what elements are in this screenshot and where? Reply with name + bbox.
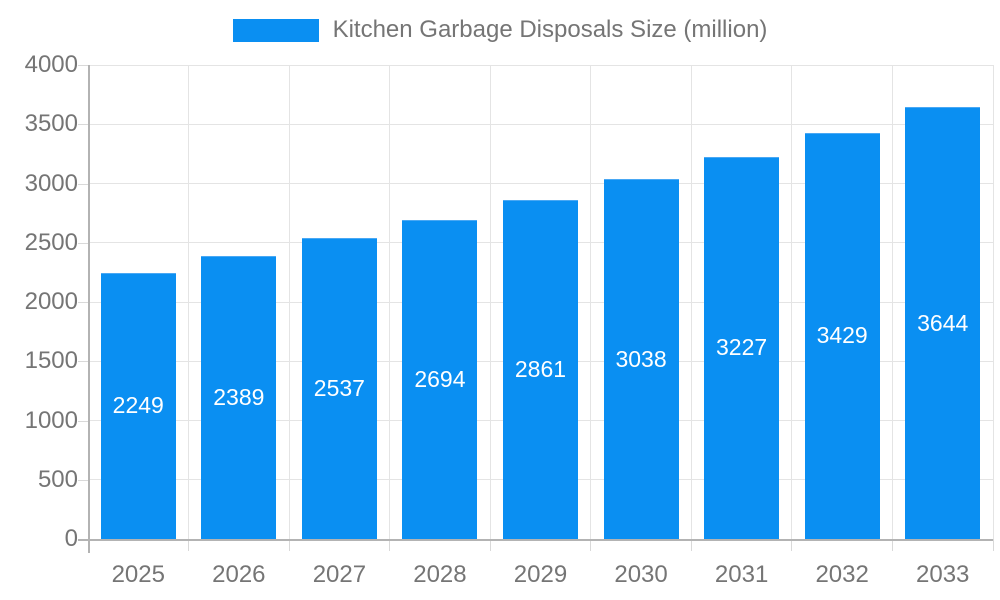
y-axis-tick-label: 1500 [24, 347, 78, 375]
x-gridline [590, 65, 592, 539]
x-axis-tick [891, 539, 893, 551]
y-axis-tick [78, 124, 88, 126]
x-gridline [288, 65, 290, 539]
x-gridline [188, 65, 190, 539]
x-axis-tick-label: 2030 [614, 561, 668, 588]
x-gridline [791, 65, 793, 539]
y-axis-tick-label: 2500 [24, 228, 78, 256]
bar-value-label: 3429 [816, 322, 868, 349]
legend-label: Kitchen Garbage Disposals Size (million) [332, 16, 768, 43]
y-axis-tick [78, 361, 88, 363]
bar-2028[interactable]: 2694 [402, 219, 478, 539]
y-axis-tick-label: 4000 [24, 51, 78, 78]
bar-2030[interactable]: 3038 [603, 179, 679, 539]
y-axis-tick-label: 3000 [24, 169, 78, 197]
x-axis-tick [690, 539, 692, 551]
y-gridline [88, 183, 993, 184]
y-axis-tick [78, 479, 88, 481]
y-axis-tick [78, 302, 88, 303]
y-axis-tick [78, 242, 88, 244]
bar-2031[interactable]: 3227 [704, 156, 780, 539]
x-axis-tick [992, 539, 994, 551]
y-axis-tick-label: 2000 [24, 288, 78, 315]
x-axis-line [78, 538, 993, 541]
bar-2029[interactable]: 2861 [503, 199, 578, 539]
bar-2025[interactable]: 2249 [100, 272, 176, 539]
x-axis-tick-label: 2025 [111, 561, 165, 588]
bar-value-label: 3644 [917, 309, 969, 336]
bar-value-label: 2249 [112, 392, 164, 419]
bar-value-label: 2694 [414, 365, 466, 392]
y-axis-line [87, 65, 90, 553]
y-axis-tick [78, 65, 88, 66]
y-axis-tick-label: 500 [37, 465, 78, 493]
legend[interactable]: Kitchen Garbage Disposals Size (million) [0, 18, 1000, 42]
y-axis-tick-label: 3500 [24, 110, 78, 138]
x-gridline [489, 65, 491, 539]
plot-area: 2249 2389 2537 2694 2861 3038 3227 3429 3644 [88, 64, 994, 539]
bar-value-label: 2537 [313, 375, 365, 402]
y-axis-tick-label: 1000 [24, 406, 78, 434]
bar-value-label: 3227 [716, 334, 768, 361]
y-gridline [88, 64, 993, 66]
bar-value-label: 3038 [615, 345, 667, 372]
legend-swatch [232, 18, 319, 42]
bar-2026[interactable]: 2389 [201, 255, 277, 539]
y-axis-tick-label: 0 [64, 525, 78, 552]
x-gridline [389, 65, 391, 539]
x-axis-tick-label: 2032 [815, 561, 869, 588]
y-axis-tick [78, 420, 88, 422]
x-axis-tick [791, 539, 793, 551]
x-axis-tick-label: 2033 [916, 561, 970, 588]
bar-2032[interactable]: 3429 [804, 132, 880, 539]
x-axis-tick [389, 539, 391, 551]
x-axis-tick-label: 2026 [212, 561, 266, 588]
x-axis-tick-label: 2027 [312, 561, 367, 588]
bar-2033[interactable]: 3644 [905, 107, 981, 539]
x-gridline [992, 65, 994, 539]
x-gridline [690, 65, 692, 539]
x-axis-tick [188, 539, 190, 551]
x-axis-tick-label: 2031 [714, 561, 769, 588]
y-axis-tick [78, 183, 88, 185]
bar-value-label: 2389 [213, 383, 265, 410]
y-gridline [88, 123, 993, 125]
x-axis-tick [288, 539, 290, 551]
bar-2027[interactable]: 2537 [301, 238, 377, 539]
x-axis-tick-label: 2028 [413, 561, 467, 588]
x-axis-tick [590, 539, 592, 551]
x-axis-tick [489, 539, 491, 551]
bar-value-label: 2861 [514, 355, 567, 382]
x-axis-tick-label: 2029 [513, 561, 568, 588]
x-gridline [891, 65, 893, 539]
